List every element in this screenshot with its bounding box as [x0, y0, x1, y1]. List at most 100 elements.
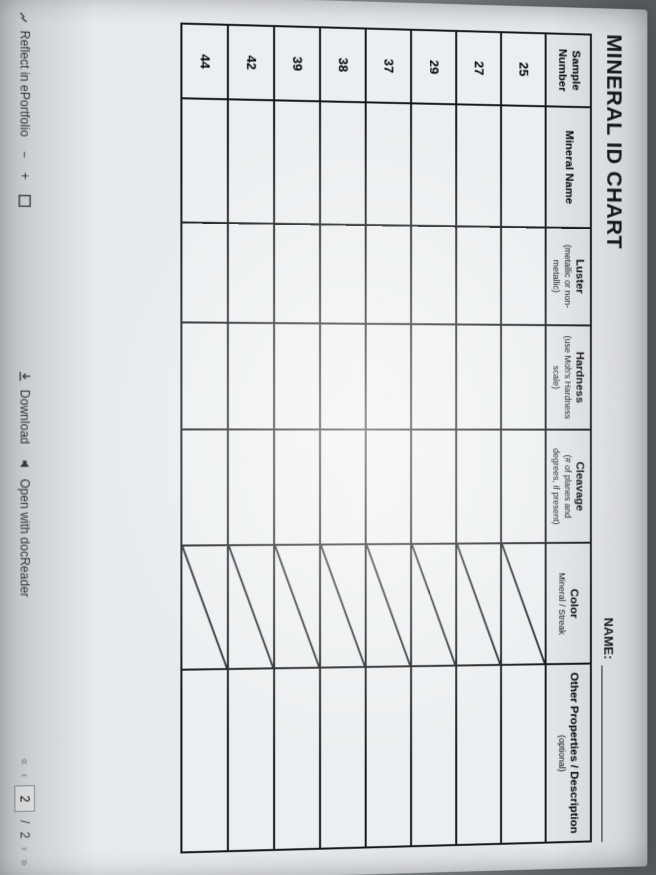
- document-header: MINERAL ID CHART NAME:: [601, 33, 626, 841]
- table-row: 25: [501, 32, 546, 844]
- reflect-label: Reflect in ePortfolio: [17, 30, 31, 136]
- table-cell: [320, 322, 366, 429]
- diagonal-split-icon: [412, 544, 455, 665]
- color-split-cell: [366, 544, 411, 667]
- page-rotated-wrapper: MINERAL ID CHART NAME: Sample Number Mine…: [0, 0, 647, 875]
- column-header-sub: (use Moh's Hardness scale): [551, 331, 573, 422]
- sample-number-cell: 39: [274, 26, 320, 101]
- download-icon: [17, 369, 31, 383]
- toolbar-center: Download Open with docReader: [17, 369, 31, 597]
- table-cell: [182, 321, 228, 429]
- table-head: Sample Number Mineral Name Luster(metallic…: [546, 33, 591, 842]
- table-cell: [456, 665, 501, 845]
- column-header-main: Sample Number: [555, 40, 583, 100]
- table-row: 39: [274, 26, 320, 850]
- viewer-toolbar: Reflect in ePortfolio − +: [5, 0, 44, 875]
- table-cell: [320, 429, 366, 544]
- toolbar-pager: « ‹ / 2 › »: [14, 758, 35, 866]
- table-cell: [228, 99, 274, 224]
- table-cell: [501, 429, 546, 543]
- column-header: Mineral Name: [546, 106, 591, 228]
- color-split-cell: [228, 545, 274, 669]
- page-next-button[interactable]: ›: [17, 846, 31, 850]
- table-row: 42: [228, 24, 274, 850]
- table-cell: [411, 429, 456, 543]
- fit-icon: [17, 193, 31, 208]
- table-cell: [501, 226, 546, 324]
- page-first-button[interactable]: «: [17, 758, 31, 765]
- table-cell: [228, 429, 274, 545]
- color-split-cell: [411, 543, 456, 666]
- sample-number-cell: 27: [456, 30, 501, 104]
- page-total: 2: [17, 831, 31, 838]
- column-header-main: Color: [567, 549, 581, 657]
- page-sep: /: [17, 820, 31, 824]
- column-header: Cleavage(# of planes and degrees, if pre…: [546, 429, 591, 542]
- diagonal-split-icon: [367, 545, 410, 666]
- color-split-cell: [274, 544, 320, 668]
- table-cell: [320, 667, 366, 848]
- name-blank-line: [601, 665, 616, 842]
- table-cell: [182, 222, 228, 322]
- table-cell: [411, 225, 456, 323]
- sample-number-cell: 29: [411, 29, 456, 103]
- column-header-sub: (metallic or non-metallic): [551, 234, 573, 317]
- color-split-cell: [456, 543, 501, 665]
- table-cell: [456, 104, 501, 227]
- table-cell: [456, 226, 501, 324]
- table-cell: [501, 105, 546, 227]
- name-field: NAME:: [601, 617, 616, 842]
- sample-number-cell: 44: [182, 23, 228, 99]
- sample-number-cell: 42: [228, 24, 274, 99]
- name-label: NAME:: [601, 617, 615, 659]
- table-cell: [274, 223, 320, 322]
- column-header-main: Mineral Name: [561, 113, 575, 221]
- reflect-icon: [17, 9, 31, 24]
- toolbar-left: Reflect in ePortfolio − +: [17, 9, 31, 207]
- page-current-input[interactable]: [14, 785, 35, 812]
- page-last-button[interactable]: »: [17, 858, 31, 865]
- table-cell: [501, 324, 546, 430]
- diagonal-split-icon: [321, 545, 365, 667]
- table-header-row: Sample Number Mineral Name Luster(metallic…: [546, 33, 591, 842]
- table-cell: [366, 666, 411, 847]
- sample-number-cell: 38: [320, 27, 366, 102]
- table-cell: [228, 223, 274, 323]
- table-cell: [411, 103, 456, 226]
- table-cell: [320, 224, 366, 323]
- table-row: 44: [182, 23, 228, 852]
- color-split-cell: [501, 543, 546, 665]
- column-header-sub: (optional): [556, 671, 567, 835]
- column-header: Other Properties / Description(optional): [546, 663, 591, 842]
- sample-number-cell: 25: [501, 32, 546, 106]
- table-cell: [182, 429, 228, 545]
- column-header: Hardness(use Moh's Hardness scale): [546, 324, 591, 429]
- table-cell: [366, 225, 411, 324]
- download-label: Download: [17, 389, 31, 443]
- reflect-button[interactable]: Reflect in ePortfolio: [17, 9, 31, 136]
- table-cell: [182, 98, 228, 223]
- mineral-id-table: Sample Number Mineral Name Luster(metallic…: [181, 22, 592, 853]
- speaker-icon: [17, 458, 31, 472]
- column-header: Luster(metallic or non-metallic): [546, 227, 591, 324]
- diagonal-split-icon: [275, 545, 319, 667]
- table-cell: [366, 429, 411, 544]
- column-header: ColorMineral / Streak: [546, 542, 591, 664]
- column-header-main: Other Properties / Description: [567, 670, 581, 834]
- table-cell: [182, 669, 228, 852]
- table-cell: [274, 100, 320, 224]
- table-body: 2527293738394244: [182, 23, 546, 852]
- page-title: MINERAL ID CHART: [601, 33, 626, 248]
- zoom-out-button[interactable]: −: [17, 150, 31, 157]
- download-button[interactable]: Download: [17, 369, 31, 444]
- table-cell: [456, 429, 501, 543]
- column-header-sub: Mineral / Streak: [556, 549, 567, 657]
- table-cell: [274, 667, 320, 849]
- column-header-main: Hardness: [572, 331, 586, 422]
- page-prev-button[interactable]: ‹: [17, 773, 31, 777]
- table-row: 27: [456, 30, 501, 844]
- zoom-in-button[interactable]: +: [17, 172, 31, 179]
- open-docreader-button[interactable]: Open with docReader: [17, 458, 31, 597]
- fit-button[interactable]: [17, 193, 31, 208]
- column-header: Sample Number: [546, 33, 591, 107]
